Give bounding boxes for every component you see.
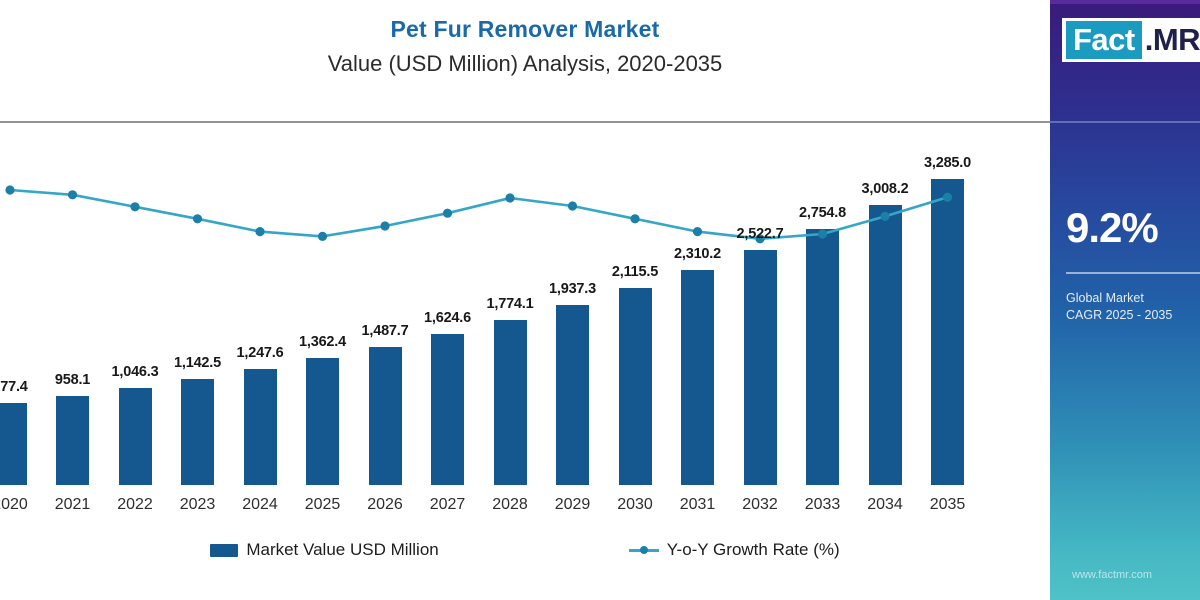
bar-value-label-2034: 3,008.2 [861,181,909,198]
bar-value-label-2031: 2,310.2 [674,246,721,263]
cagr-caption-line2: CAGR 2025 - 2035 [1066,308,1173,322]
x-axis-tick-2032: 2032 [742,496,778,513]
x-axis-tick-2033: 2033 [804,496,841,513]
bar-value-label-2024: 1,247.6 [236,344,284,361]
legend-line-swatch-icon [628,544,659,556]
cagr-value: 9.2% [1066,204,1159,251]
bar-2027 [431,333,464,485]
bar-value-label-2020: 877.4 [0,379,28,396]
bar-2028 [493,319,527,485]
bar-2034 [868,205,902,485]
chart-header: Pet Fur Remover Market Value (USD Millio… [0,14,1050,80]
bar-2033 [806,228,839,485]
bar-2021 [56,395,89,485]
bar-2022 [118,387,152,485]
bar-value-label-2027: 1,624.6 [424,309,471,326]
header-divider [0,121,1050,123]
x-axis-tick-2031: 2031 [679,496,716,513]
factmr-logo[interactable]: Fact .MR [1062,18,1200,62]
chart-title: Pet Fur Remover Market [390,16,660,42]
bar-value-label-2021: 958.1 [54,371,91,388]
bar-value-label-2029: 1,937.3 [549,280,596,297]
logo-mr-text: .MR [1144,22,1200,57]
bar-2025 [306,358,339,485]
bar-value-label-2032: 2,522.7 [736,226,784,243]
bars-layer [0,122,1050,532]
cagr-caption: Global Market CAGR 2025 - 2035 [1066,290,1200,324]
x-axis-tick-2025: 2025 [304,496,341,513]
bar-value-label-2033: 2,754.8 [799,204,846,221]
x-axis-tick-2028: 2028 [492,496,528,513]
bar-2024 [243,368,277,485]
bar-2026 [368,346,402,485]
panel-top-accent [1050,0,1200,4]
x-axis-tick-2021: 2021 [54,496,91,513]
x-axis-tick-2035: 2035 [929,496,966,513]
chart-legend: Market Value USD Million Y-o-Y Growth Rat… [0,540,1050,560]
bar-2020 [0,403,27,485]
x-axis-tick-2030: 2030 [617,496,653,513]
x-axis-tick-2029: 2029 [554,496,591,513]
bar-2030 [618,288,652,485]
bar-value-label-2026: 1,487.7 [361,322,409,339]
x-axis-tick-2024: 2024 [242,496,278,513]
legend-label: Y-o-Y Growth Rate (%) [666,540,840,559]
legend-bar-swatch-icon [210,543,239,557]
bar-2029 [556,304,589,485]
bar-value-label-2030: 2,115.5 [611,264,659,281]
bar-value-label-2025: 1,362.4 [299,334,346,351]
chart-subtitle: Value (USD Million) Analysis, 2020-2035 [327,51,723,76]
bar-labels-layer: 877.4 2020 958.1 2021 1,046.3 2022 1,142.5 2023… [0,122,1050,532]
x-axis-tick-2022: 2022 [117,496,153,513]
logo-fact-text: Fact [1066,21,1142,59]
x-axis-tick-2026: 2026 [367,496,403,513]
brand-panel: Fact .MR 9.2% Global Market CAGR 2025 - … [1050,0,1200,600]
x-axis-tick-2020: 2020 [0,496,28,513]
bar-2032 [743,250,777,485]
plot-area: 877.4 2020 958.1 2021 1,046.3 2022 1,142.5 2023… [0,122,1050,532]
bar-value-label-2028: 1,774.1 [486,295,534,312]
bar-2023 [181,378,214,485]
bar-value-label-2023: 1,142.5 [174,354,221,371]
cagr-underline [1066,272,1200,274]
x-axis-tick-2023: 2023 [179,496,216,513]
x-axis-tick-2027: 2027 [429,496,466,513]
bar-2031 [681,270,714,485]
legend-item-market-value[interactable]: Market Value USD Million [210,540,439,560]
legend-label: Market Value USD Million [246,540,439,559]
chart-card: Pet Fur Remover Market Value (USD Millio… [0,14,1050,560]
x-axis-tick-2034: 2034 [867,496,903,513]
bar-value-label-2035: 3,285.0 [924,155,971,172]
legend-item-growth-rate[interactable]: Y-o-Y Growth Rate (%) [628,540,840,560]
watermark: www.factmr.com [1072,569,1153,581]
cagr-caption-line1: Global Market [1066,291,1144,305]
bar-value-label-2022: 1,046.3 [111,363,159,380]
panel-divider [1050,121,1200,123]
